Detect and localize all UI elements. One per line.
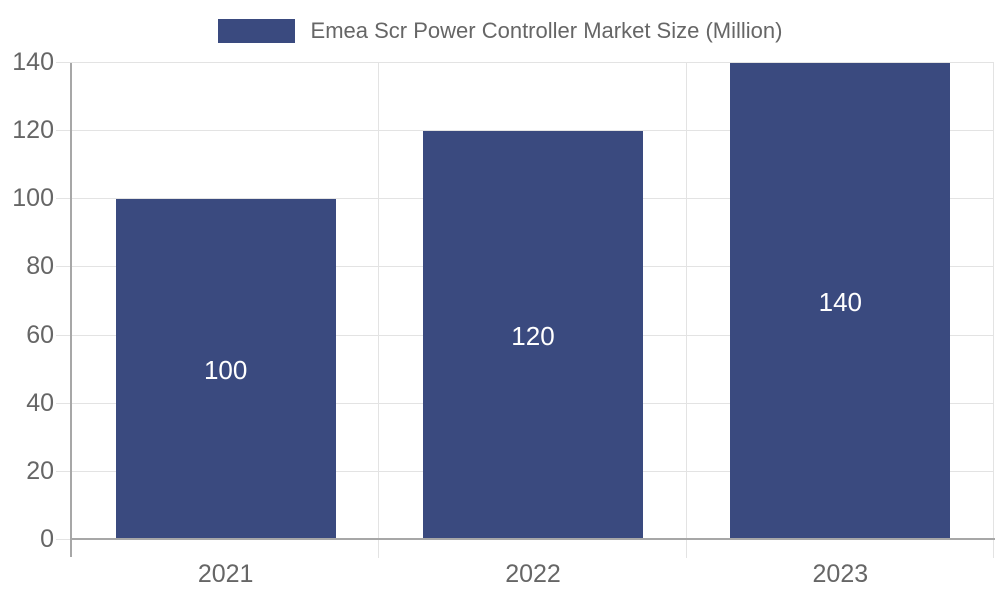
x-gridline <box>686 63 687 558</box>
y-gridline <box>56 130 994 131</box>
bar <box>423 131 643 540</box>
x-tick-label: 2022 <box>505 560 561 588</box>
x-tick-label: 2021 <box>197 560 254 588</box>
y-tick-label: 40 <box>26 388 54 417</box>
x-tick-label: 2023 <box>812 560 869 588</box>
chart-legend: Emea Scr Power Controller Market Size (M… <box>0 18 1000 44</box>
y-tick-label: 100 <box>12 184 54 213</box>
x-gridline <box>378 63 379 558</box>
y-tick-label: 120 <box>12 116 54 145</box>
x-axis-line <box>70 538 995 540</box>
legend-swatch <box>217 19 295 43</box>
bar-value-label: 120 <box>511 320 555 351</box>
y-tick-label: 80 <box>26 252 54 281</box>
x-gridline <box>993 63 994 558</box>
y-tick-label: 60 <box>26 320 54 349</box>
y-axis-line <box>70 63 72 557</box>
legend-label: Emea Scr Power Controller Market Size (M… <box>310 18 783 43</box>
bar-value-label: 100 <box>203 354 248 385</box>
bar-value-label: 140 <box>818 286 863 317</box>
bar <box>116 199 336 540</box>
y-tick-label: 140 <box>12 48 54 76</box>
bar <box>730 63 950 540</box>
y-gridline <box>56 62 994 63</box>
y-tick-label: 20 <box>26 456 54 485</box>
y-tick-label: 0 <box>40 525 54 553</box>
